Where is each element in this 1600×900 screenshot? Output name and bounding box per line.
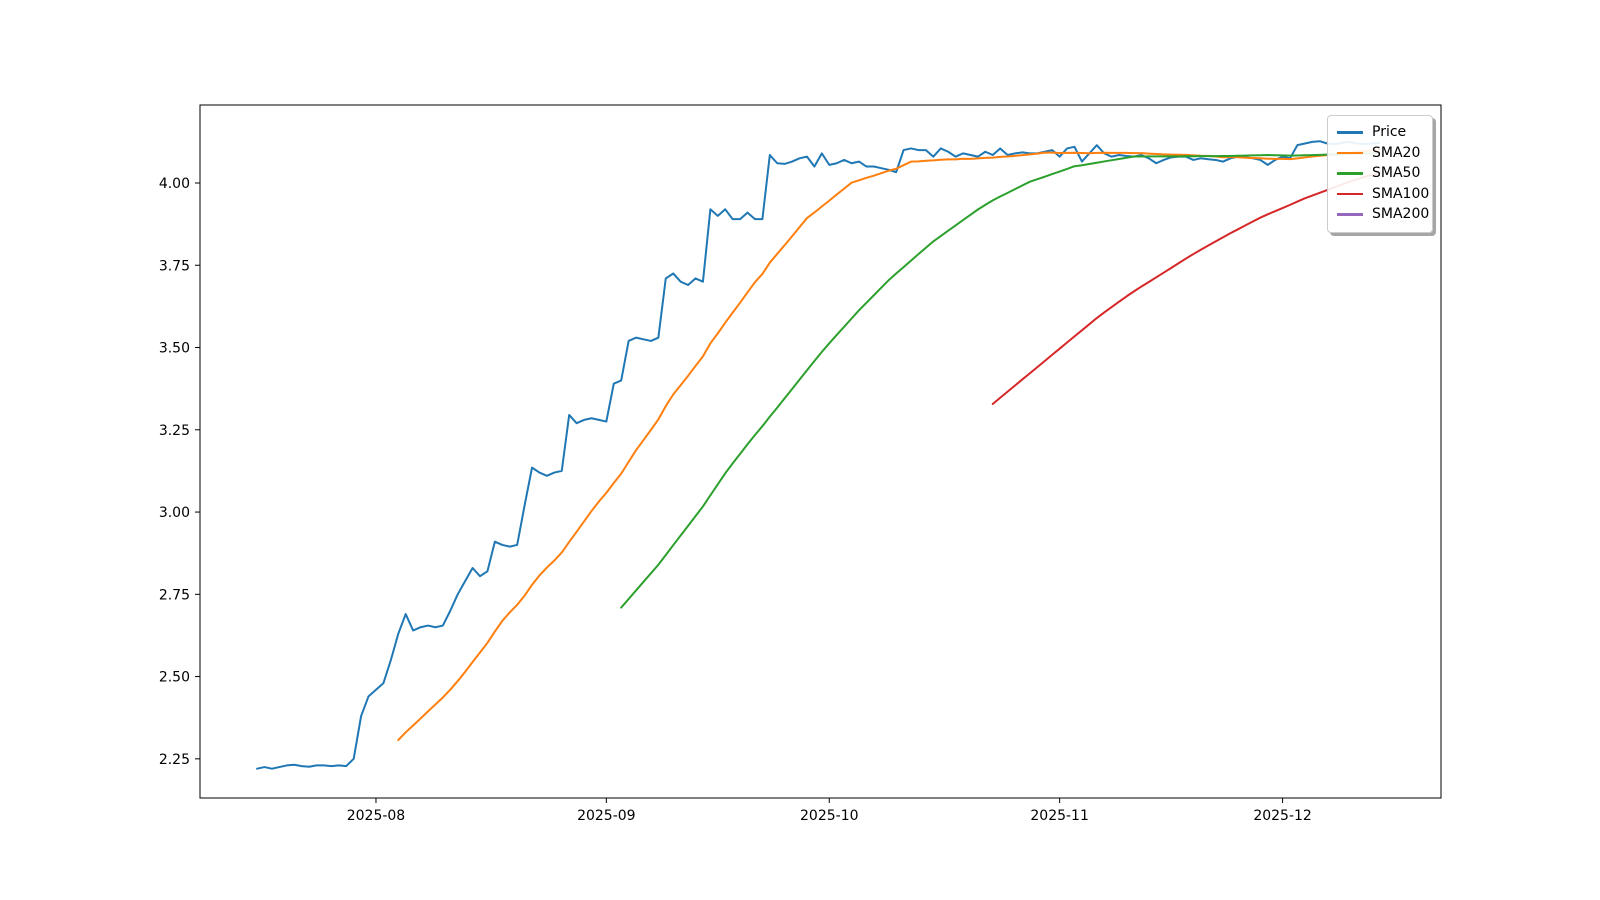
y-tick-label: 3.25: [159, 423, 190, 439]
legend-row-sma100: SMA100: [1337, 184, 1429, 205]
x-tick-label: 2025-11: [1030, 808, 1089, 824]
legend-row-sma20: SMA20: [1337, 143, 1423, 164]
legend-row-price: Price: [1337, 122, 1423, 143]
legend: Price SMA20 SMA50 SMA100 SMA200: [1327, 115, 1433, 233]
y-tick-label: 3.50: [159, 341, 190, 357]
axes-frame: [199, 104, 1442, 799]
y-tick-label: 2.50: [159, 670, 190, 686]
x-tick-label: 2025-12: [1253, 808, 1312, 824]
legend-line-swatch-sma100: [1337, 192, 1363, 195]
sma50-line: [620, 152, 1381, 609]
legend-label: SMA200: [1372, 206, 1430, 223]
y-tick-label: 3.75: [159, 258, 190, 274]
y-tick-label: 2.25: [159, 752, 190, 768]
legend-label: SMA50: [1372, 165, 1421, 182]
legend-label: SMA100: [1372, 185, 1430, 202]
legend-row-sma200: SMA200: [1337, 204, 1429, 225]
y-tick-label: 4.00: [159, 176, 190, 192]
x-tick-label: 2025-09: [577, 808, 636, 824]
x-tick-label: 2025-10: [800, 808, 859, 824]
legend-line-swatch-sma200: [1337, 213, 1363, 216]
y-tick-label: 3.00: [159, 505, 190, 521]
legend-items: Price SMA20 SMA50 SMA100 SMA200: [1337, 122, 1429, 225]
price-line: [256, 140, 1381, 770]
legend-row-sma50: SMA50: [1337, 163, 1423, 184]
legend-label: Price: [1372, 124, 1407, 141]
legend-label: SMA20: [1372, 144, 1421, 161]
sma100-line: [991, 172, 1381, 405]
legend-line-swatch-price: [1337, 131, 1363, 134]
y-tick-label: 2.75: [159, 587, 190, 603]
legend-line-swatch-sma20: [1337, 151, 1363, 154]
legend-line-swatch-sma50: [1337, 172, 1363, 175]
x-tick-label: 2025-08: [347, 808, 406, 824]
